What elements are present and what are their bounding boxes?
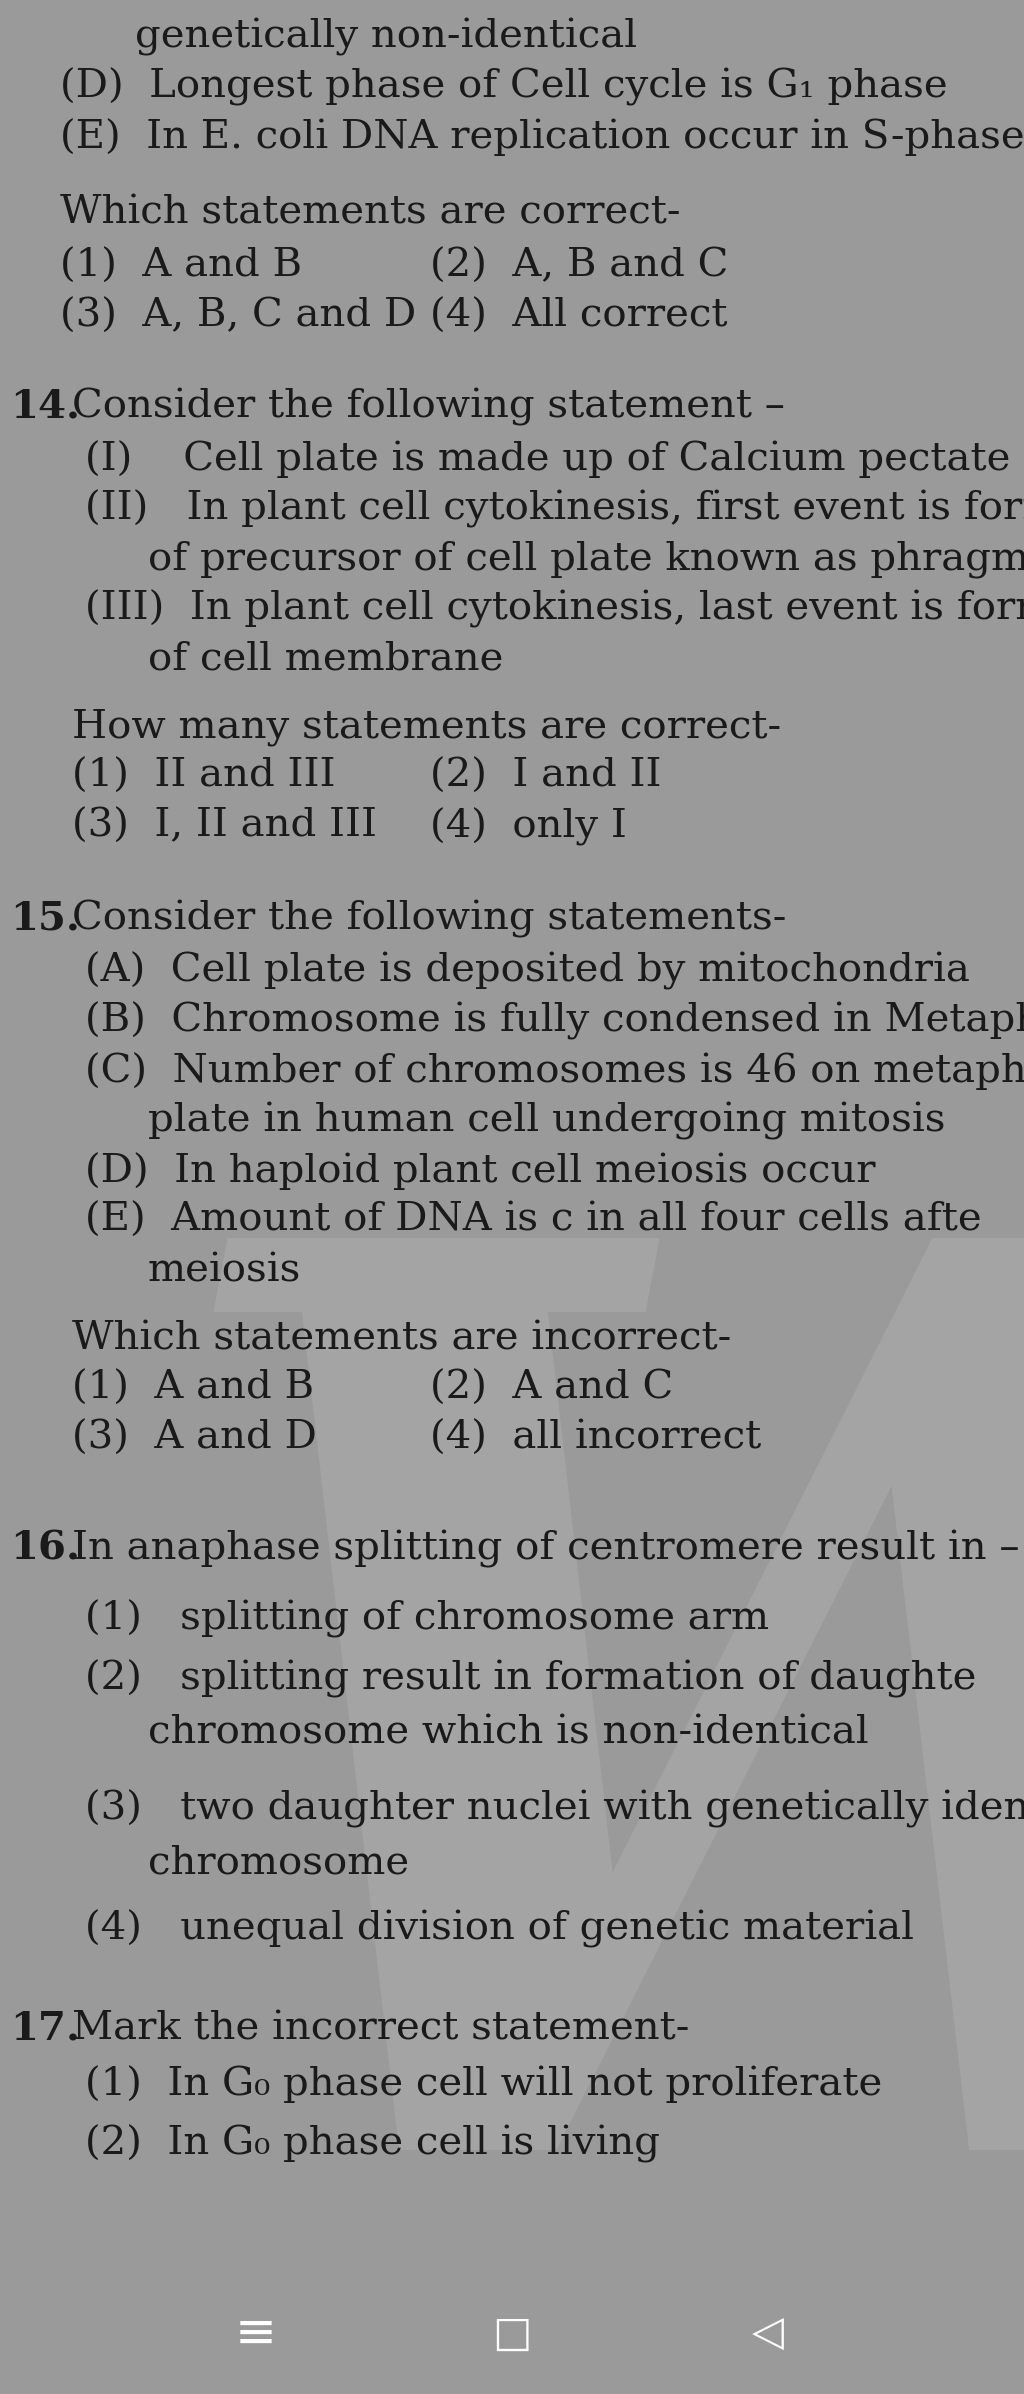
Text: 16.: 16.: [10, 1530, 80, 1568]
Text: meiosis: meiosis: [148, 1252, 301, 1288]
Text: (2)  I and II: (2) I and II: [430, 759, 662, 795]
Text: ◁: ◁: [752, 2313, 784, 2356]
Text: (E)  Amount of DNA is c in all four cells afte: (E) Amount of DNA is c in all four cells…: [85, 1202, 982, 1240]
Text: (2)  A, B and C: (2) A, B and C: [430, 249, 728, 285]
Text: Which statements are incorrect-: Which statements are incorrect-: [72, 1319, 731, 1357]
Text: (3)  I, II and III: (3) I, II and III: [72, 809, 377, 845]
Text: 14.: 14.: [10, 388, 80, 426]
Text: of cell membrane: of cell membrane: [148, 639, 504, 678]
Text: (D)  Longest phase of Cell cycle is G₁ phase: (D) Longest phase of Cell cycle is G₁ ph…: [60, 67, 947, 105]
Text: (I)    Cell plate is made up of Calcium pectate: (I) Cell plate is made up of Calcium pec…: [85, 440, 1011, 479]
Text: genetically non-identical: genetically non-identical: [135, 19, 637, 55]
Text: ≡: ≡: [236, 2310, 276, 2358]
Text: In anaphase splitting of centromere result in –: In anaphase splitting of centromere resu…: [72, 1530, 1020, 1568]
Text: (3)  A and D: (3) A and D: [72, 1420, 316, 1458]
Text: (4)  all incorrect: (4) all incorrect: [430, 1420, 761, 1458]
Text: Mark the incorrect statement-: Mark the incorrect statement-: [72, 2011, 689, 2047]
Text: (1)  In G₀ phase cell will not proliferate: (1) In G₀ phase cell will not proliferat…: [85, 2066, 883, 2102]
Text: 15.: 15.: [10, 900, 80, 938]
Text: (C)  Number of chromosomes is 46 on metaphasi: (C) Number of chromosomes is 46 on metap…: [85, 1051, 1024, 1089]
Text: (1)  A and B: (1) A and B: [60, 249, 302, 285]
Text: (III)  In plant cell cytokinesis, last event is formation: (III) In plant cell cytokinesis, last ev…: [85, 589, 1024, 627]
Text: (A)  Cell plate is deposited by mitochondria: (A) Cell plate is deposited by mitochond…: [85, 953, 970, 991]
Text: (2)  In G₀ phase cell is living: (2) In G₀ phase cell is living: [85, 2126, 660, 2164]
Text: chromosome which is non-identical: chromosome which is non-identical: [148, 1714, 868, 1752]
Text: (3)  A, B, C and D: (3) A, B, C and D: [60, 297, 416, 335]
Text: W: W: [150, 1199, 1024, 2394]
Text: (2)   splitting result in formation of daughte: (2) splitting result in formation of dau…: [85, 1659, 976, 1697]
Text: (4)   unequal division of genetic material: (4) unequal division of genetic material: [85, 1910, 914, 1949]
Text: (3)   two daughter nuclei with genetically identica: (3) two daughter nuclei with genetically…: [85, 1791, 1024, 1829]
Text: How many statements are correct-: How many statements are correct-: [72, 709, 781, 745]
Text: plate in human cell undergoing mitosis: plate in human cell undergoing mitosis: [148, 1101, 945, 1140]
Text: (1)   splitting of chromosome arm: (1) splitting of chromosome arm: [85, 1599, 769, 1637]
Text: (E)  In E. coli DNA replication occur in S-phase: (E) In E. coli DNA replication occur in …: [60, 117, 1024, 156]
Text: (4)  only I: (4) only I: [430, 809, 627, 847]
Text: (4)  All correct: (4) All correct: [430, 297, 727, 335]
Text: (D)  In haploid plant cell meiosis occur: (D) In haploid plant cell meiosis occur: [85, 1152, 876, 1190]
Text: 17.: 17.: [10, 2011, 80, 2047]
Text: □: □: [493, 2313, 531, 2356]
Text: (B)  Chromosome is fully condensed in Metaphase: (B) Chromosome is fully condensed in Met…: [85, 1003, 1024, 1041]
Text: (1)  II and III: (1) II and III: [72, 759, 336, 795]
Text: chromosome: chromosome: [148, 1846, 410, 1882]
Text: (II)   In plant cell cytokinesis, first event is formation: (II) In plant cell cytokinesis, first ev…: [85, 491, 1024, 529]
Text: Which statements are correct-: Which statements are correct-: [60, 194, 681, 232]
Text: Consider the following statements-: Consider the following statements-: [72, 900, 786, 938]
Text: Consider the following statement –: Consider the following statement –: [72, 388, 784, 426]
Text: (2)  A and C: (2) A and C: [430, 1369, 673, 1408]
Text: of precursor of cell plate known as phragmoplas: of precursor of cell plate known as phra…: [148, 541, 1024, 577]
Text: (1)  A and B: (1) A and B: [72, 1369, 314, 1408]
